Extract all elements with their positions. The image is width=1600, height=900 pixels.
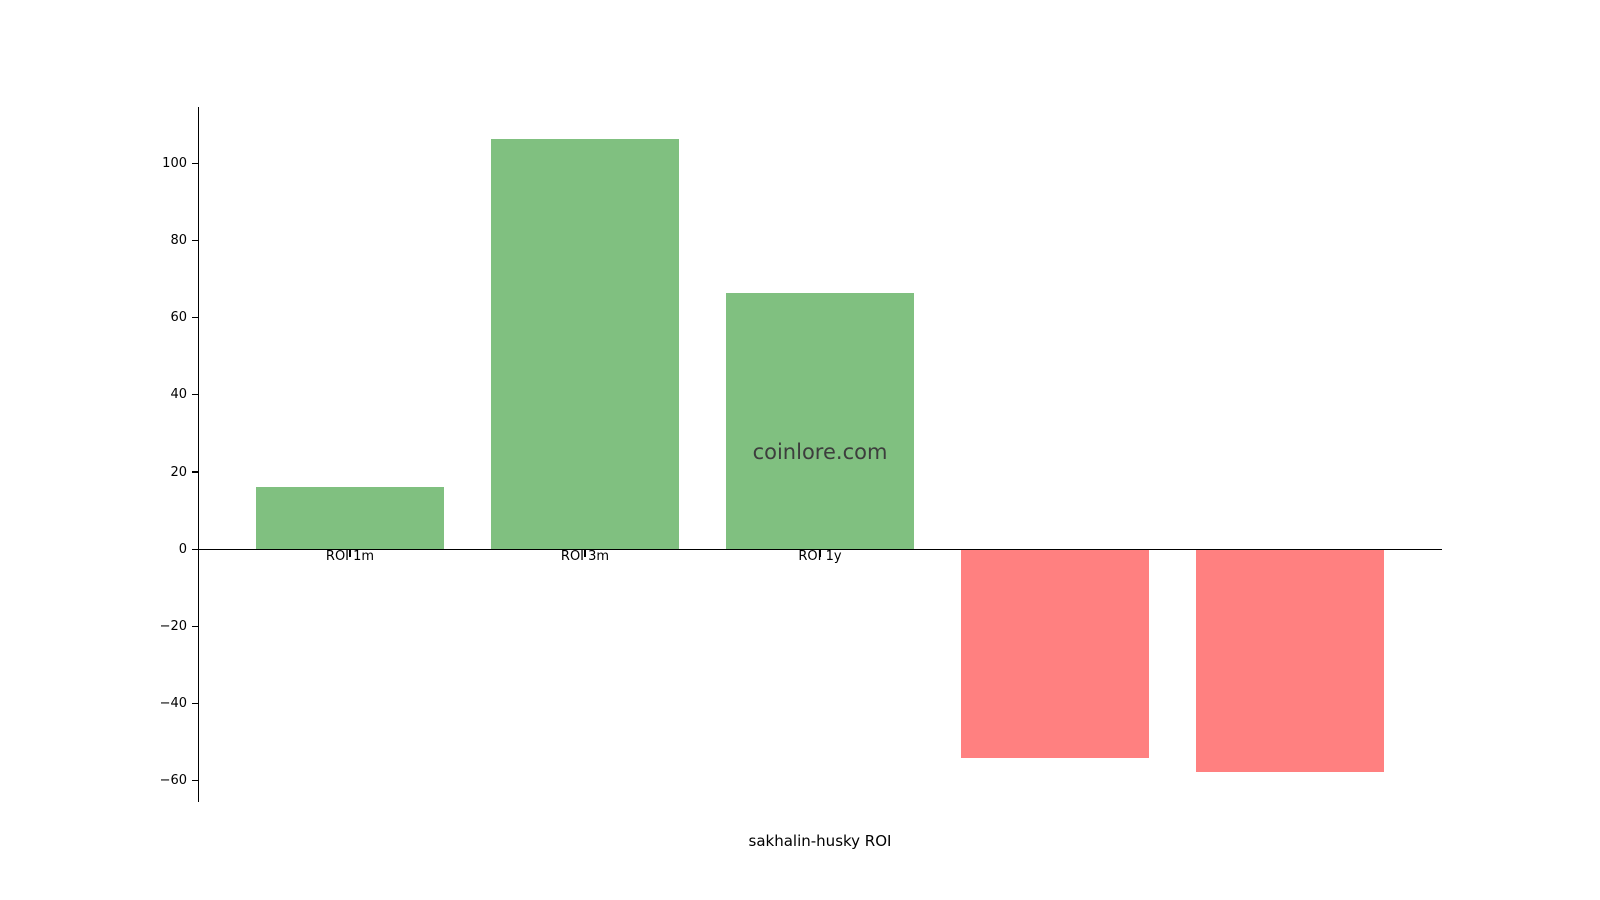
y-tick <box>191 317 198 319</box>
x-tick-label: ROI 3m <box>560 549 610 565</box>
y-tick-label: 100 <box>162 155 187 171</box>
y-tick <box>191 239 198 242</box>
y-tick <box>191 471 198 473</box>
bar-unlabeled-5 <box>1196 549 1384 772</box>
x-tick <box>584 549 586 558</box>
bar-roi-1y <box>726 293 914 550</box>
x-tick-label: ROI 1m <box>325 549 375 565</box>
chart-title: sakhalin-husky ROI <box>748 832 892 850</box>
y-tick-label: 40 <box>170 387 187 403</box>
bar-unlabeled-4 <box>961 549 1149 758</box>
y-tick-label: −60 <box>159 773 187 789</box>
x-tick-label: ROI 1y <box>798 549 842 565</box>
y-tick-label: −20 <box>159 618 187 634</box>
y-tick <box>191 625 198 627</box>
x-tick <box>349 549 351 558</box>
bar-roi-1m <box>256 487 444 550</box>
x-axis-line <box>197 548 1442 550</box>
y-tick-label: 80 <box>170 233 187 249</box>
bar-roi-3m <box>491 138 679 550</box>
y-tick <box>191 162 198 164</box>
y-tick <box>191 548 198 550</box>
y-axis-spine <box>197 107 199 802</box>
watermark-text: coinlore.com <box>752 440 888 464</box>
y-tick <box>191 394 198 396</box>
y-tick-label: 60 <box>170 310 187 326</box>
x-tick <box>819 549 821 558</box>
y-tick <box>191 780 198 782</box>
y-tick <box>191 702 198 705</box>
y-tick-label: −40 <box>159 696 187 712</box>
y-tick-label: 20 <box>170 464 187 480</box>
y-tick-label: 0 <box>178 541 187 557</box>
